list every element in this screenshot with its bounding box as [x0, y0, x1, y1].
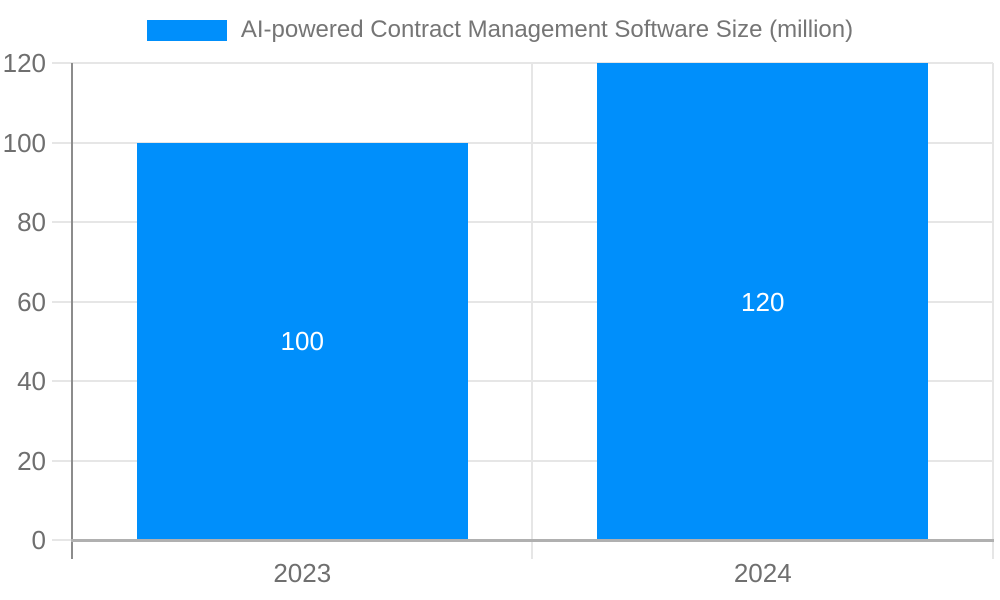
y-tick-label: 60 [17, 286, 46, 317]
chart-legend: AI-powered Contract Management Software … [0, 16, 1000, 44]
gridline-y-40 [52, 380, 993, 382]
bar-value-label: 120 [741, 286, 785, 317]
y-tick-label: 120 [2, 48, 46, 78]
gridline-y-100 [52, 141, 993, 144]
bar-2024[interactable] [597, 63, 929, 540]
gridline-y-80 [52, 221, 993, 223]
x-tick-label: 2023 [273, 558, 332, 588]
bar-value-label: 100 [280, 326, 324, 357]
y-axis-line [71, 63, 73, 559]
y-tick-label: 0 [31, 525, 46, 555]
x-axis-line [71, 538, 994, 542]
legend-swatch-icon [146, 19, 227, 41]
y-tick-label: 100 [2, 127, 46, 158]
gridline-y-120 [52, 62, 993, 64]
y-tick-label: 20 [17, 445, 46, 476]
gridline-y-60 [52, 300, 993, 303]
gridline-x-1 [531, 63, 533, 559]
y-tick-label: 40 [17, 366, 46, 396]
y-tick-label: 80 [17, 207, 46, 237]
legend-label: AI-powered Contract Management Software … [240, 16, 854, 43]
legend-item[interactable]: AI-powered Contract Management Software … [146, 16, 854, 44]
x-tick-label: 2024 [733, 558, 792, 588]
gridline-y-20 [52, 459, 993, 462]
gridline-x-2 [991, 63, 994, 559]
tick-y-0 [52, 539, 72, 541]
bar-2023[interactable] [136, 142, 468, 540]
